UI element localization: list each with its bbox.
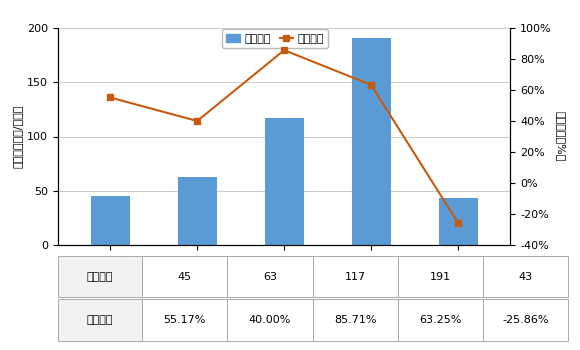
Bar (264, 118, 304, 245)
Text: 40.00%: 40.00% (249, 315, 291, 325)
Text: 55.17%: 55.17% (164, 315, 206, 325)
Text: -25.86%: -25.86% (502, 315, 549, 325)
FancyBboxPatch shape (398, 256, 483, 298)
FancyBboxPatch shape (313, 256, 398, 298)
FancyBboxPatch shape (483, 256, 568, 298)
FancyBboxPatch shape (313, 299, 398, 341)
Text: 进口数量: 进口数量 (87, 272, 113, 281)
FancyBboxPatch shape (398, 299, 483, 341)
Bar (438, 198, 478, 245)
Legend: 进口数量, 同比增长: 进口数量, 同比增长 (222, 29, 328, 48)
Bar (351, 38, 391, 245)
FancyBboxPatch shape (58, 256, 142, 298)
Text: 191: 191 (430, 272, 451, 281)
FancyBboxPatch shape (227, 256, 313, 298)
Bar (177, 177, 217, 245)
FancyBboxPatch shape (227, 299, 313, 341)
FancyBboxPatch shape (483, 299, 568, 341)
FancyBboxPatch shape (142, 299, 227, 341)
Text: 43: 43 (519, 272, 533, 281)
FancyBboxPatch shape (142, 256, 227, 298)
Text: 45: 45 (178, 272, 192, 281)
Text: 63.25%: 63.25% (419, 315, 462, 325)
Text: 同比增长: 同比增长 (87, 315, 113, 325)
Y-axis label: 同比增长（%）: 同比增长（%） (556, 111, 566, 162)
Bar (90, 196, 130, 245)
FancyBboxPatch shape (58, 299, 142, 341)
Text: 117: 117 (345, 272, 366, 281)
Text: 85.71%: 85.71% (334, 315, 376, 325)
Text: 63: 63 (263, 272, 277, 281)
Y-axis label: 进口数量（台/千克）: 进口数量（台/千克） (13, 105, 23, 168)
